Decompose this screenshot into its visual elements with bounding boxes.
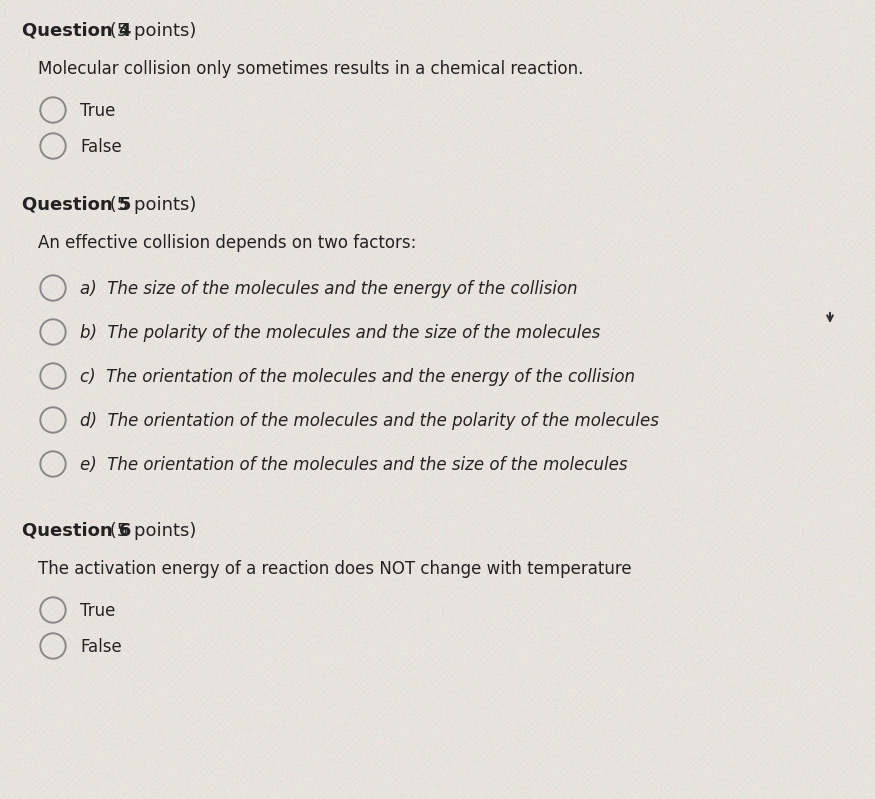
Text: False: False	[80, 638, 122, 656]
Text: Question 4: Question 4	[22, 22, 131, 40]
Text: (5 points): (5 points)	[104, 196, 196, 214]
Text: e)  The orientation of the molecules and the size of the molecules: e) The orientation of the molecules and …	[80, 456, 627, 474]
Text: True: True	[80, 602, 116, 620]
Text: False: False	[80, 138, 122, 156]
Text: The activation energy of a reaction does NOT change with temperature: The activation energy of a reaction does…	[38, 560, 632, 578]
Text: True: True	[80, 102, 116, 120]
Text: An effective collision depends on two factors:: An effective collision depends on two fa…	[38, 234, 416, 252]
Text: (5 points): (5 points)	[104, 22, 196, 40]
Text: Question 6: Question 6	[22, 522, 131, 540]
Text: a)  The size of the molecules and the energy of the collision: a) The size of the molecules and the ene…	[80, 280, 578, 298]
Text: c)  The orientation of the molecules and the energy of the collision: c) The orientation of the molecules and …	[80, 368, 635, 386]
Text: d)  The orientation of the molecules and the polarity of the molecules: d) The orientation of the molecules and …	[80, 412, 659, 430]
Text: b)  The polarity of the molecules and the size of the molecules: b) The polarity of the molecules and the…	[80, 324, 600, 342]
Text: Question 5: Question 5	[22, 196, 131, 214]
Text: Molecular collision only sometimes results in a chemical reaction.: Molecular collision only sometimes resul…	[38, 60, 584, 78]
Text: (5 points): (5 points)	[104, 522, 196, 540]
